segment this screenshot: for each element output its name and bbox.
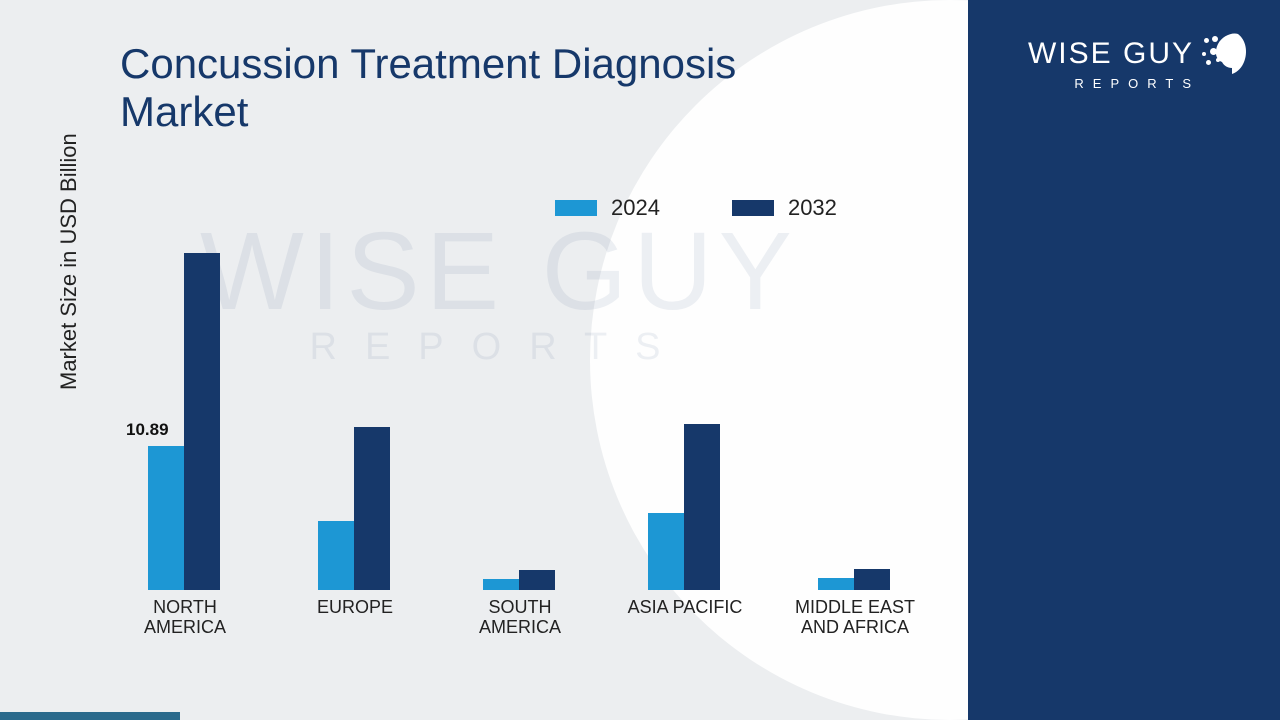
x-axis-label: SOUTH AMERICA [450, 598, 590, 638]
logo-head-icon [1202, 30, 1250, 78]
right-panel [968, 0, 1280, 720]
y-axis-label: Market Size in USD Billion [56, 133, 82, 390]
legend-swatch-2024 [555, 200, 597, 216]
x-axis-label: ASIA PACIFIC [615, 598, 755, 618]
logo-line1: WISE GUY [1028, 37, 1194, 71]
plot-area: NORTH AMERICAEUROPESOUTH AMERICAASIA PAC… [120, 220, 960, 590]
bottom-accent-bar [0, 712, 180, 720]
x-axis-label: MIDDLE EAST AND AFRICA [785, 598, 925, 638]
bar-2032 [519, 570, 555, 590]
bar-2032 [354, 427, 390, 590]
bar-2032 [184, 253, 220, 590]
bar-2032 [684, 424, 720, 591]
bar-2024 [148, 446, 184, 590]
chart-title: Concussion Treatment Diagnosis Market [120, 40, 800, 137]
legend-label-2032: 2032 [788, 195, 837, 221]
bar-2024 [318, 521, 354, 590]
x-axis-label: NORTH AMERICA [115, 598, 255, 638]
legend-label-2024: 2024 [611, 195, 660, 221]
logo-line2: REPORTS [1028, 76, 1200, 91]
bar-2024 [648, 513, 684, 590]
bar-2024 [483, 579, 519, 590]
legend: 2024 2032 [555, 195, 837, 221]
bar-2032 [854, 569, 890, 590]
legend-swatch-2032 [732, 200, 774, 216]
x-axis-label: EUROPE [285, 598, 425, 618]
brand-logo: WISE GUY REPORTS [1028, 30, 1250, 91]
legend-item-2032: 2032 [732, 195, 837, 221]
value-label: 10.89 [126, 420, 169, 440]
bar-2024 [818, 578, 854, 590]
stage: WISE GUY REPORTS WISE GUY REPORTS Concus… [0, 0, 1280, 720]
legend-item-2024: 2024 [555, 195, 660, 221]
